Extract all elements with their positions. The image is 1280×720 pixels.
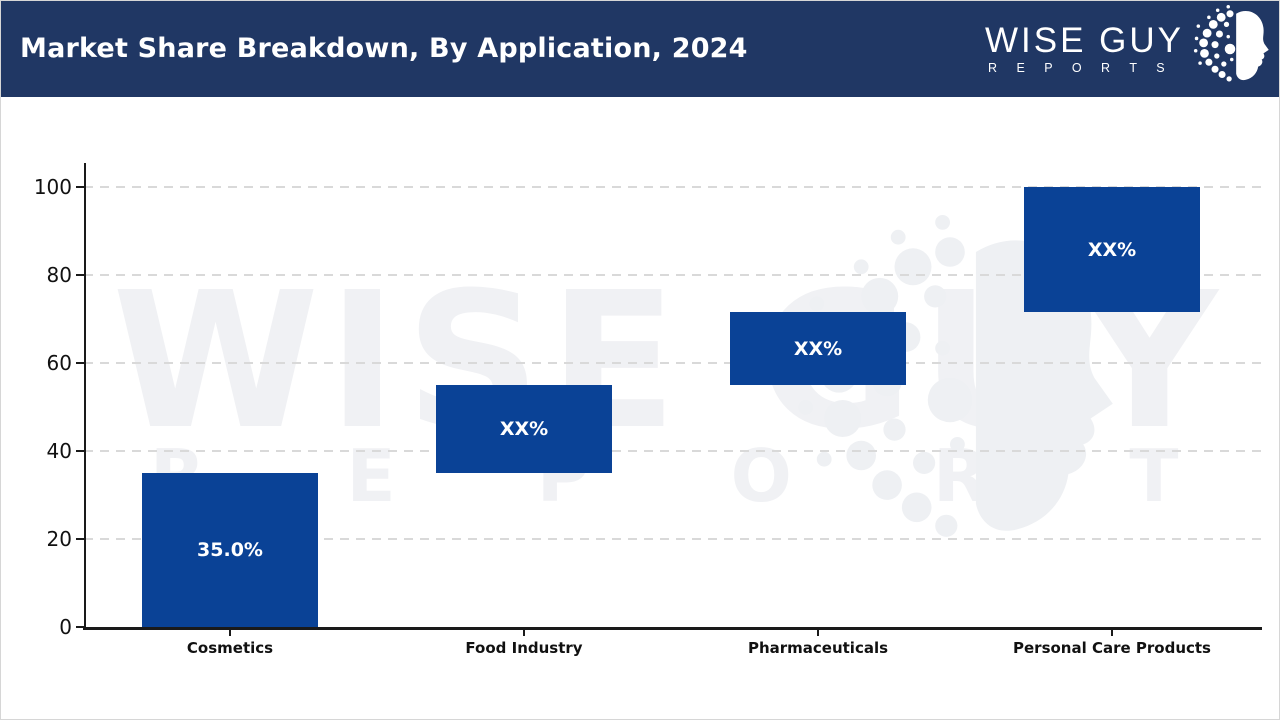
logo-face-icon xyxy=(1186,5,1274,93)
y-tick-label: 0 xyxy=(59,615,72,639)
bar-value-label: XX% xyxy=(1087,238,1137,261)
y-tick-label: 80 xyxy=(46,263,72,287)
wise-guy-logo: WISE GUY R E P O R T S xyxy=(985,5,1274,93)
y-tick-label: 60 xyxy=(46,351,72,375)
x-axis xyxy=(83,627,1262,630)
y-tick-label: 40 xyxy=(46,439,72,463)
gridline xyxy=(84,186,1262,188)
y-tick-mark xyxy=(76,274,84,276)
bar xyxy=(1024,187,1200,313)
bar xyxy=(730,312,906,385)
x-tick-label: Personal Care Products xyxy=(1013,639,1211,657)
x-tick-mark xyxy=(817,628,819,636)
y-axis xyxy=(84,163,86,629)
x-tick-label: Cosmetics xyxy=(186,639,274,657)
logo-brand-name: WISE GUY xyxy=(984,20,1184,60)
y-tick-mark xyxy=(76,538,84,540)
bar-value-label: XX% xyxy=(793,337,843,360)
gridline xyxy=(84,362,1262,364)
x-tick-mark xyxy=(1111,628,1113,636)
logo-reports-label: R E P O R T S xyxy=(987,60,1173,75)
y-tick-mark xyxy=(76,450,84,452)
header: Market Share Breakdown, By Application, … xyxy=(0,0,1280,97)
x-tick-label: Food Industry xyxy=(465,639,583,657)
y-tick-mark xyxy=(76,362,84,364)
x-tick-mark xyxy=(229,628,231,636)
bar xyxy=(142,473,318,627)
page-title: Market Share Breakdown, By Application, … xyxy=(20,33,748,64)
gridline xyxy=(84,450,1262,452)
bar-value-label: 35.0% xyxy=(197,539,263,561)
bar xyxy=(436,385,612,473)
y-tick-label: 100 xyxy=(33,175,72,199)
gridline xyxy=(84,538,1262,540)
y-tick-mark xyxy=(76,626,84,628)
x-tick-mark xyxy=(523,628,525,636)
logo-text: WISE GUY R E P O R T S xyxy=(984,20,1184,75)
y-tick-label: 20 xyxy=(46,527,72,551)
x-tick-label: Pharmaceuticals xyxy=(747,639,889,657)
y-tick-mark xyxy=(76,186,84,188)
watermark-reports-text: R E P O R T S xyxy=(150,434,1280,518)
bar-value-label: XX% xyxy=(499,418,549,440)
gridline xyxy=(84,274,1262,276)
